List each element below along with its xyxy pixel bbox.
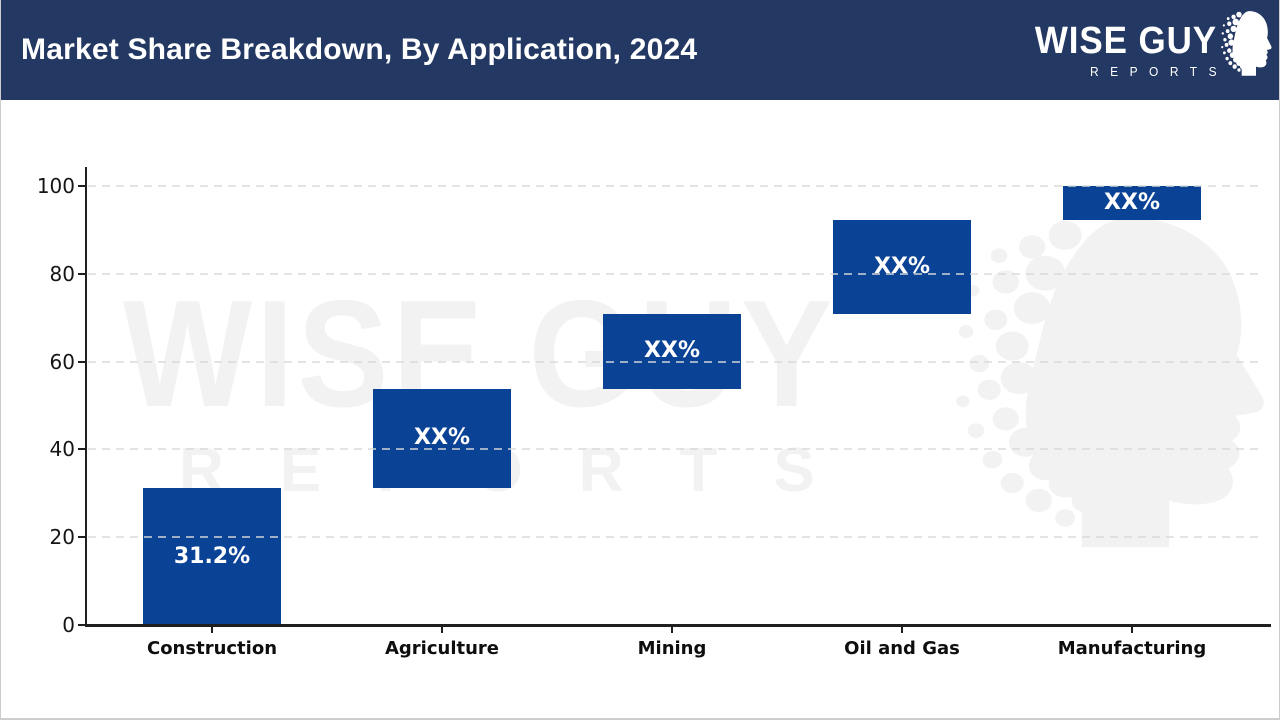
bar-oil-and-gas [833, 220, 971, 314]
bar-value-label: XX% [414, 425, 470, 451]
wiseguy-logo-subtitle: REPORTS [1089, 63, 1229, 79]
bar-value-label: XX% [874, 253, 930, 279]
chart-title: Market Share Breakdown, By Application, … [21, 33, 698, 66]
y-tick-mark [78, 448, 85, 451]
category-label-mining: Mining [637, 638, 707, 659]
gridline [88, 360, 1263, 363]
gridline [88, 536, 1263, 539]
x-tick-mark [901, 627, 903, 633]
x-tick-mark [441, 627, 443, 633]
wiseguy-logo: WISE GUY REPORTS [1019, 10, 1273, 90]
y-tick-label: 20 [49, 525, 75, 550]
y-tick-mark [78, 360, 85, 363]
y-tick-mark [78, 185, 85, 187]
bar-value-label: 31.2% [173, 543, 251, 569]
y-tick-mark [78, 624, 85, 626]
bar-manufacturing [1063, 186, 1201, 221]
y-tick-label: 0 [62, 613, 75, 637]
y-tick-mark [78, 272, 85, 275]
category-label-construction: Construction [146, 638, 278, 659]
gridline [88, 185, 1263, 187]
x-tick-mark [211, 627, 213, 633]
bar-value-label: XX% [1104, 190, 1160, 216]
bar-mining [603, 313, 741, 389]
wiseguy-logo-text: WISE GUY REPORTS [1035, 22, 1217, 79]
category-label-agriculture: Agriculture [384, 638, 500, 659]
gridline [88, 272, 1263, 275]
y-axis-line [85, 167, 87, 627]
bar-value-label: XX% [644, 338, 700, 364]
category-label-manufacturing: Manufacturing [1057, 638, 1207, 659]
x-tick-mark [671, 627, 673, 633]
y-tick-label: 80 [49, 261, 75, 286]
bar-agriculture [373, 388, 511, 489]
wiseguy-logo-wordmark: WISE GUY [1034, 19, 1217, 62]
y-tick-mark [78, 536, 85, 539]
x-axis-line [85, 624, 1271, 627]
y-tick-label: 60 [49, 349, 75, 374]
header-bar: Market Share Breakdown, By Application, … [1, 0, 1279, 100]
category-label-oil-and-gas: Oil and Gas [844, 638, 960, 659]
bar-construction [143, 488, 281, 625]
gridline [88, 448, 1263, 451]
x-tick-mark [1131, 627, 1133, 633]
y-tick-label: 100 [36, 174, 75, 198]
y-tick-label: 40 [49, 437, 75, 462]
